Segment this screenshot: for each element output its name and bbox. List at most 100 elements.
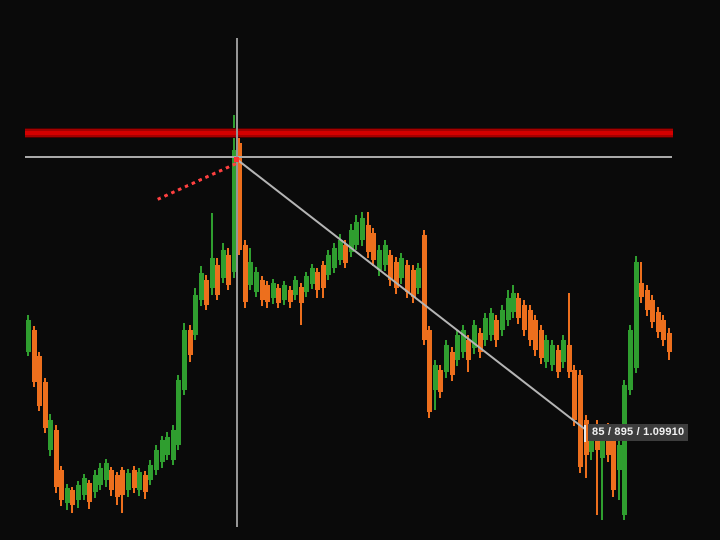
candle [126, 473, 131, 490]
red-horizontal-line[interactable] [25, 128, 673, 138]
candle [522, 305, 527, 330]
candle [354, 222, 359, 245]
candle [349, 230, 354, 252]
candle [455, 335, 460, 360]
candle [360, 218, 365, 240]
candle [248, 262, 253, 285]
candle [26, 320, 31, 352]
candle [338, 240, 343, 260]
candle [221, 250, 226, 278]
candle [494, 320, 499, 340]
candle [276, 288, 281, 303]
candle-wick [568, 293, 570, 378]
candle [645, 290, 650, 310]
candle [237, 143, 242, 250]
candle [371, 233, 376, 260]
candle-wick [640, 262, 642, 303]
candle [628, 330, 633, 390]
candle [176, 380, 181, 445]
candle [82, 478, 87, 495]
candle [288, 290, 293, 302]
candle [478, 333, 483, 352]
candle [199, 273, 204, 300]
candle [544, 340, 549, 362]
candle [650, 300, 655, 322]
crosshair-vertical-line[interactable] [236, 38, 238, 527]
candle [567, 345, 572, 372]
candle [148, 465, 153, 480]
candle [533, 320, 538, 350]
candle [304, 276, 309, 292]
candle [589, 430, 594, 452]
candle [343, 245, 348, 263]
candle [226, 255, 231, 285]
candle [59, 470, 64, 500]
candle-wick [300, 283, 302, 325]
candle [76, 485, 81, 500]
candle [399, 258, 404, 278]
candle [550, 345, 555, 365]
candle [578, 375, 583, 467]
candle [160, 440, 165, 462]
candle [667, 333, 672, 352]
candle [310, 268, 315, 284]
candle [193, 295, 198, 335]
candle [65, 488, 70, 503]
candle [483, 318, 488, 340]
candle [165, 437, 170, 455]
candle [321, 265, 326, 288]
candle [416, 268, 421, 288]
candle [104, 463, 109, 480]
candle [70, 490, 75, 505]
candle [132, 470, 137, 488]
candle [639, 283, 644, 297]
candle-wick [618, 440, 620, 500]
candle [383, 245, 388, 265]
measure-endpoint-tick [584, 425, 586, 442]
candle [427, 330, 432, 412]
candle [315, 272, 320, 290]
candle [243, 245, 248, 302]
candle [87, 483, 92, 502]
candle [215, 265, 220, 295]
candle [450, 352, 455, 375]
candle [500, 310, 505, 330]
candle-wick [211, 213, 213, 295]
candle [528, 310, 533, 340]
candle [260, 280, 265, 300]
candle [232, 150, 237, 272]
candle [188, 330, 193, 355]
candle [377, 250, 382, 270]
candle [154, 450, 159, 470]
candle [299, 287, 304, 303]
candle [326, 255, 331, 275]
candle [210, 258, 215, 288]
candle [600, 435, 605, 458]
candle [489, 313, 494, 335]
candle [37, 356, 42, 406]
gray-horizontal-line[interactable] [25, 156, 672, 158]
candle [556, 350, 561, 372]
candle [109, 470, 114, 490]
candle-wick [596, 420, 598, 515]
candle [656, 312, 661, 332]
candle [411, 270, 416, 297]
candle [461, 330, 466, 352]
candle [561, 340, 566, 362]
candle [254, 272, 259, 292]
candle [466, 340, 471, 360]
candle [137, 472, 142, 490]
candle [293, 280, 298, 295]
candle [93, 475, 98, 492]
candle [282, 285, 287, 300]
candle [611, 440, 616, 490]
candle [422, 235, 427, 340]
candle [584, 420, 589, 455]
candle [617, 445, 622, 470]
candle [204, 280, 209, 305]
candle [472, 325, 477, 348]
candle [539, 330, 544, 358]
trendline-endpoint-dot[interactable] [234, 157, 239, 162]
candle-wick [601, 430, 603, 520]
